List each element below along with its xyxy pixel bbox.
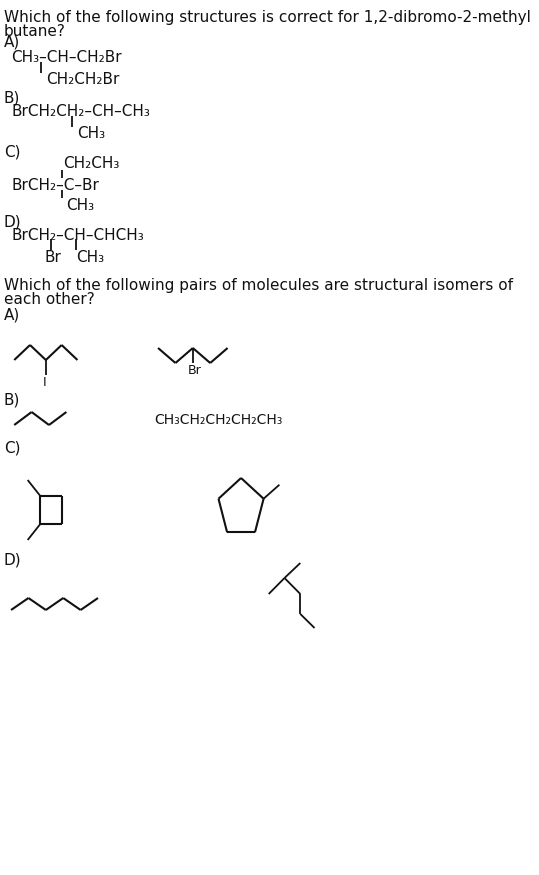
Text: B): B) — [4, 393, 20, 408]
Text: BrCH₂CH₂–CH–CH₃: BrCH₂CH₂–CH–CH₃ — [11, 104, 150, 120]
Text: CH₂CH₂Br: CH₂CH₂Br — [46, 73, 119, 88]
Text: CH₃CH₂CH₂CH₂CH₃: CH₃CH₂CH₂CH₂CH₃ — [154, 413, 282, 427]
Text: C): C) — [4, 144, 20, 159]
Text: C): C) — [4, 440, 20, 456]
Text: CH₃: CH₃ — [66, 198, 94, 213]
Text: Which of the following structures is correct for 1,2-dibromo-2-methyl: Which of the following structures is cor… — [4, 10, 531, 25]
Text: D): D) — [4, 214, 22, 229]
Text: CH₃: CH₃ — [77, 127, 105, 142]
Text: CH₃: CH₃ — [76, 249, 104, 264]
Text: A): A) — [4, 307, 20, 323]
Text: B): B) — [4, 90, 20, 106]
Text: I: I — [43, 375, 46, 388]
Text: BrCH₂–C–Br: BrCH₂–C–Br — [11, 178, 99, 192]
Text: each other?: each other? — [4, 292, 95, 307]
Text: D): D) — [4, 552, 22, 568]
Text: CH₃–CH–CH₂Br: CH₃–CH–CH₂Br — [11, 51, 122, 66]
Text: Br: Br — [44, 249, 61, 264]
Text: A): A) — [4, 34, 20, 50]
Text: Which of the following pairs of molecules are structural isomers of: Which of the following pairs of molecule… — [4, 278, 513, 293]
Text: CH₂CH₃: CH₂CH₃ — [63, 156, 120, 171]
Text: butane?: butane? — [4, 24, 66, 39]
Text: Br: Br — [188, 363, 202, 376]
Text: BrCH₂–CH–CHCH₃: BrCH₂–CH–CHCH₃ — [11, 228, 144, 242]
